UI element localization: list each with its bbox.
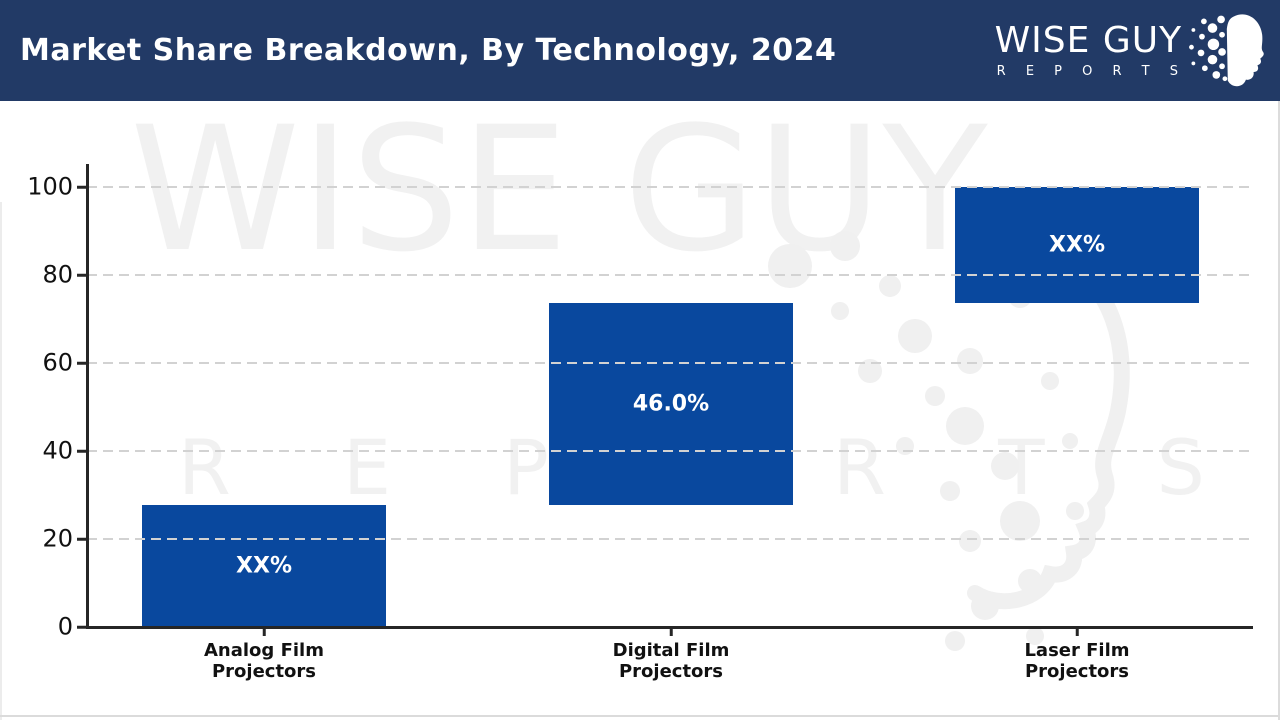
bar-2: [549, 302, 793, 506]
x-category-label: Laser Film Projectors: [1024, 640, 1130, 682]
bar-1: [142, 505, 386, 627]
logo-wordmark: WISE GUY: [994, 19, 1183, 61]
x-category-label: Digital Film Projectors: [612, 640, 730, 682]
bar-value-label: XX%: [1049, 232, 1105, 258]
bar-value-label: XX%: [236, 553, 292, 579]
y-tick-mark: [77, 537, 86, 541]
watermark-face-icon: [768, 231, 1130, 651]
header-bar: Market Share Breakdown, By Technology, 2…: [0, 0, 1280, 101]
y-tick-mark: [77, 361, 86, 365]
gridline-y40: [87, 449, 1253, 453]
bar-value-label: 46.0%: [632, 391, 710, 417]
gridline-y20: [87, 537, 1253, 541]
gridline-y100: [87, 185, 1253, 189]
y-tick-mark: [77, 273, 86, 277]
x-tick-mark: [1075, 628, 1079, 636]
x-tick-mark: [262, 628, 266, 636]
y-tick-label: 0: [57, 612, 73, 641]
logo-subtext: R E P O R T S: [996, 63, 1186, 79]
wiseguy-logo: WISE GUY R E P O R T S: [991, 8, 1266, 94]
y-tick-label: 80: [42, 260, 73, 289]
y-axis-line: [85, 164, 89, 629]
y-tick-label: 20: [42, 524, 73, 553]
x-category-label: Analog Film Projectors: [204, 640, 324, 682]
x-tick-mark: [669, 628, 673, 636]
bar-3: [955, 187, 1199, 303]
y-tick-mark: [77, 185, 86, 189]
bottom-separator: [0, 715, 1280, 717]
y-tick-mark: [77, 625, 86, 629]
y-tick-mark: [77, 449, 86, 453]
y-tick-label: 40: [42, 436, 73, 465]
right-edge-line: [1278, 101, 1280, 720]
logo-face-icon: [1189, 13, 1264, 86]
left-edge-line: [0, 202, 2, 720]
y-tick-label: 100: [27, 172, 73, 201]
gridline-y80: [87, 273, 1253, 277]
gridline-y60: [87, 361, 1253, 365]
chart-title: Market Share Breakdown, By Technology, 2…: [20, 33, 837, 68]
x-axis-line: [85, 625, 1253, 629]
plot-area: WISE GUY R E P O R T S 020406080100XX%An…: [0, 89, 1280, 720]
y-tick-label: 60: [42, 348, 73, 377]
